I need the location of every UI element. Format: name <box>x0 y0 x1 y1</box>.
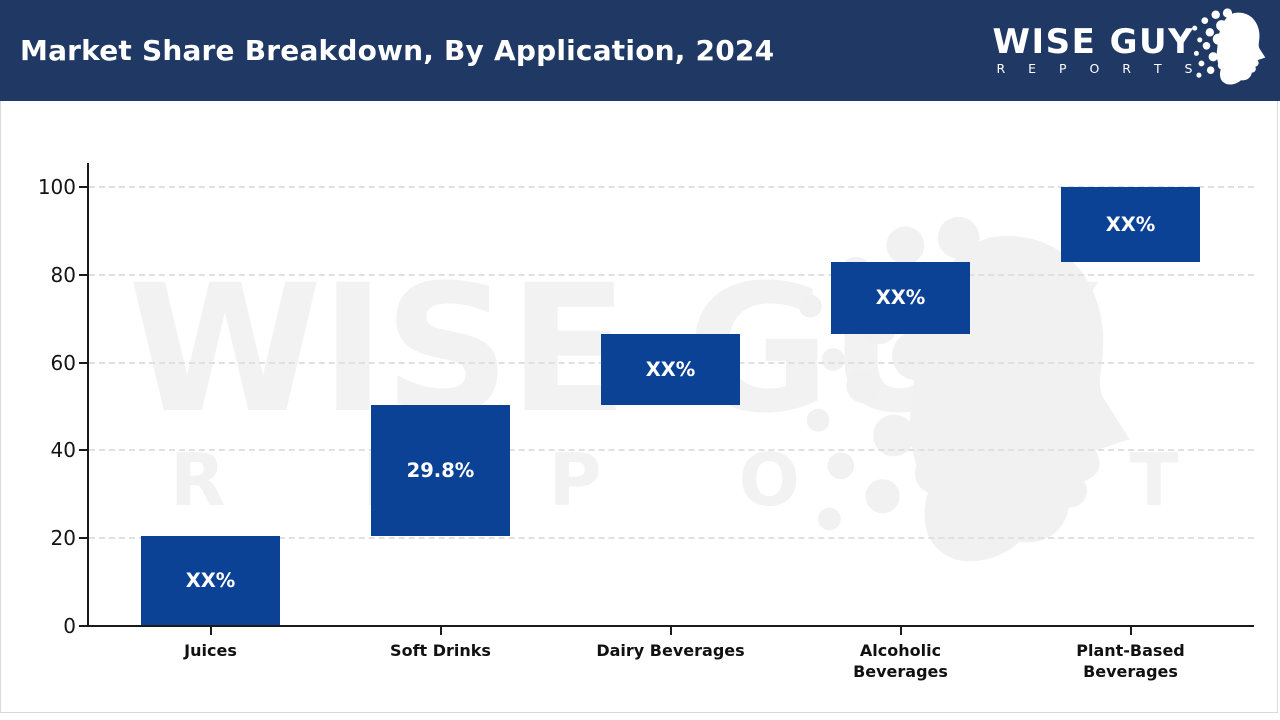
x-category-label: Juices <box>184 641 237 660</box>
x-tick-2 <box>669 627 672 635</box>
bar-value-label: XX% <box>645 357 696 381</box>
y-tick-0 <box>79 625 88 627</box>
gridline-40 <box>89 449 1254 452</box>
bar-value-label: 29.8% <box>406 459 475 483</box>
y-tick-20 <box>79 537 88 540</box>
y-tick-label-100: 100 <box>37 175 76 199</box>
y-tick-100 <box>79 186 88 188</box>
logo-text: WISE GUY R E P O R T S <box>992 24 1202 76</box>
y-tick-label-0: 0 <box>63 614 76 638</box>
y-tick-60 <box>79 361 88 364</box>
x-category-label: Plant-Based Beverages <box>1076 641 1185 681</box>
gridline-80 <box>89 273 1254 276</box>
bar-alcoholic-beverages: XX% <box>831 261 970 334</box>
x-category-label: Dairy Beverages <box>596 641 745 660</box>
x-category-label: Alcoholic Beverages <box>853 641 948 681</box>
y-tick-80 <box>79 273 88 276</box>
header-bar: Market Share Breakdown, By Application, … <box>0 0 1280 101</box>
x-tick-1 <box>439 627 442 635</box>
y-tick-label-60: 60 <box>50 350 76 375</box>
bar-value-label: XX% <box>1105 212 1156 236</box>
y-tick-label-20: 20 <box>50 526 76 551</box>
gridline-20 <box>89 537 1254 540</box>
bar-value-label: XX% <box>875 286 926 310</box>
bar-dairy-beverages: XX% <box>601 333 740 406</box>
gridline-100 <box>89 186 1254 188</box>
y-tick-label-40: 40 <box>50 438 76 463</box>
logo-subtext: R E P O R T S <box>996 61 1202 76</box>
y-axis-line <box>87 163 89 627</box>
bar-value-label: XX% <box>185 569 236 593</box>
x-tick-0 <box>209 627 212 635</box>
y-tick-40 <box>79 449 88 452</box>
x-category-label: Soft Drinks <box>390 641 491 660</box>
wise-guy-logo: WISE GUY R E P O R T S <box>992 6 1272 94</box>
logo-wordmark: WISE GUY <box>992 22 1195 62</box>
logo-head-icon <box>1192 8 1266 85</box>
x-tick-4 <box>1129 627 1132 635</box>
x-tick-3 <box>899 627 902 635</box>
y-tick-label-80: 80 <box>50 262 76 287</box>
page-title: Market Share Breakdown, By Application, … <box>20 34 775 67</box>
bar-plant-based-beverages: XX% <box>1061 187 1200 262</box>
bar-soft-drinks: 29.8% <box>371 405 510 536</box>
x-axis-line <box>87 625 1254 627</box>
bar-juices: XX% <box>141 536 280 626</box>
